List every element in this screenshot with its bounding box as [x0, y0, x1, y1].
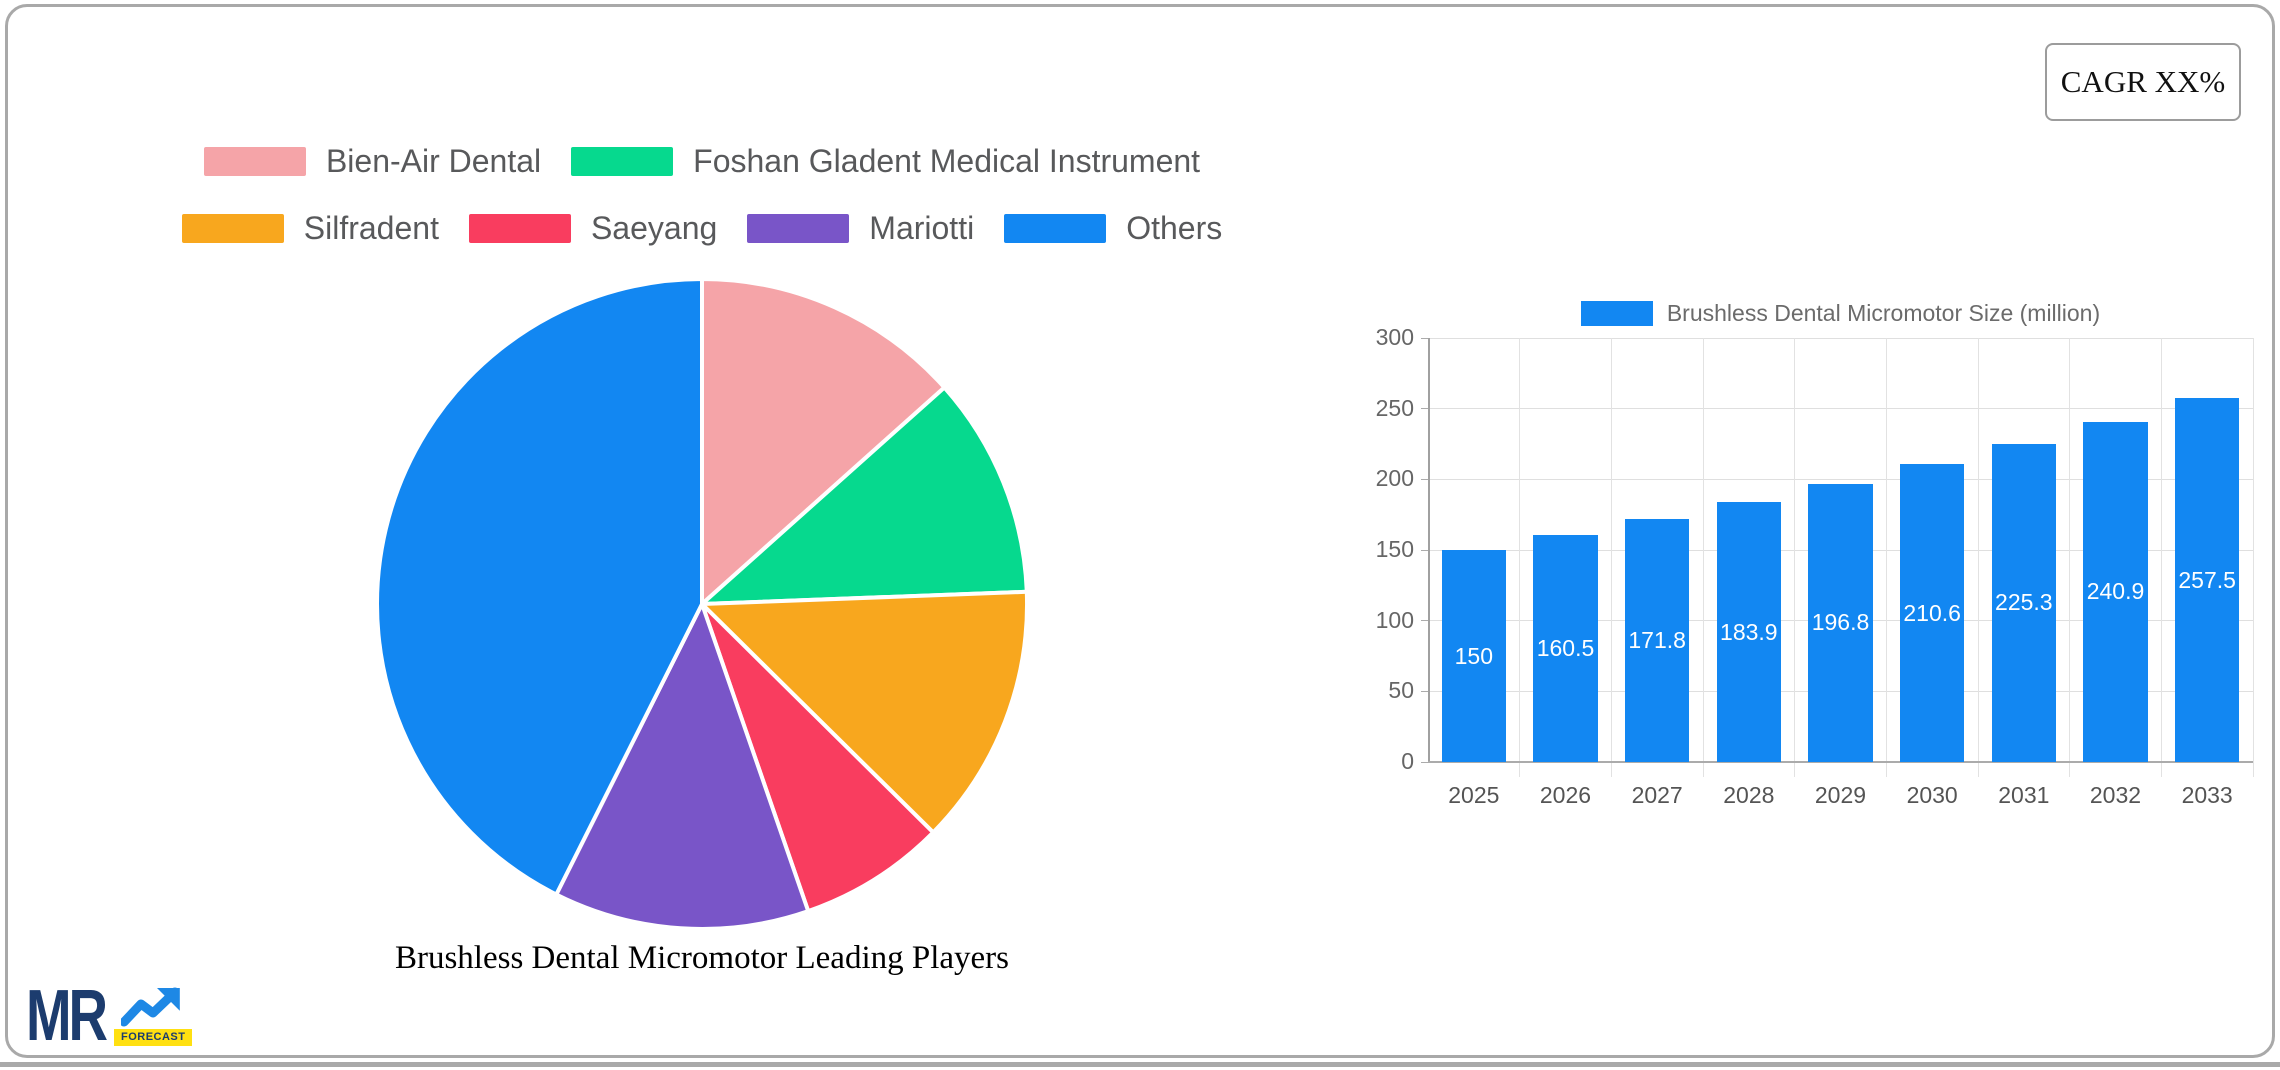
bar-chart-plot: 150 160.5 171.8 183.9 196.8 210.6 225.3 240.9 25… [1421, 337, 2254, 777]
legend-label: Bien-Air Dental [325, 142, 542, 179]
y-axis-tick [1421, 408, 1428, 410]
pie-slice-mariotti[interactable] [554, 602, 811, 931]
y-tick-label: 100 [1375, 606, 1414, 633]
pie-chart-title: Brushless Dental Micromotor Leading Play… [394, 940, 1010, 976]
x-tick-label-2032: 2032 [2089, 781, 2142, 808]
y-axis-tick [1421, 478, 1428, 480]
legend-label: Mariotti [869, 209, 975, 246]
bar-legend-swatch [1580, 300, 1653, 326]
cagr-label: CAGR XX% [2060, 64, 2226, 99]
bar-value-label: 183.9 [1720, 618, 1778, 645]
x-tick-label-2030: 2030 [1906, 781, 1958, 808]
x-tick-label-2026: 2026 [1539, 781, 1592, 808]
bar-2025[interactable]: 150 [1441, 550, 1506, 762]
bar-2026[interactable]: 160.5 [1533, 535, 1598, 762]
bar-2027[interactable]: 171.8 [1625, 519, 1690, 762]
gridline-vertical [1885, 338, 1887, 777]
gridline-vertical [2160, 338, 2162, 777]
legend-item-bien-air-dental[interactable]: Bien-Air Dental [203, 142, 542, 180]
trend-arrow-icon [121, 987, 181, 1027]
pie-slice-foshan-gladent-medical-instrument[interactable] [700, 385, 1029, 606]
bar-2032[interactable]: 240.9 [2083, 421, 2148, 762]
legend-label: Foshan Gladent Medical Instrument [693, 142, 1201, 179]
y-tick-label: 300 [1375, 324, 1414, 350]
bar-2028[interactable]: 183.9 [1716, 502, 1781, 762]
legend-swatch [203, 146, 306, 176]
y-axis-tick [1421, 690, 1428, 692]
gridline-vertical [1702, 338, 1704, 777]
bar-2029[interactable]: 196.8 [1808, 483, 1873, 762]
gridline-vertical [2069, 338, 2071, 777]
y-axis-tick [1421, 761, 1428, 763]
pie-slice-others[interactable] [375, 277, 704, 897]
cagr-badge: CAGR XX% [2045, 43, 2241, 121]
x-tick-label-2028: 2028 [1723, 781, 1775, 808]
bar-value-label: 150 [1454, 642, 1494, 669]
pie-legend-row-2: Silfradent Saeyang Mariotti Others [0, 205, 1404, 251]
bar-2030[interactable]: 210.6 [1900, 464, 1965, 762]
pie-legend: Bien-Air Dental Foshan Gladent Medical I… [0, 138, 1404, 272]
bar-value-label: 225.3 [1995, 589, 2053, 616]
y-tick-label: 250 [1375, 394, 1414, 421]
pie-legend-row-1: Bien-Air Dental Foshan Gladent Medical I… [0, 138, 1404, 184]
pie-slice-silfradent[interactable] [700, 589, 1030, 835]
gridline-vertical [2252, 338, 2254, 777]
logo-mr-text: MR [26, 976, 108, 1056]
x-tick-label-2029: 2029 [1814, 781, 1867, 808]
y-tick-label: 0 [1401, 748, 1414, 774]
x-tick-label-2033: 2033 [2181, 781, 2233, 808]
bottom-divider [0, 1062, 2280, 1067]
legend-swatch [181, 213, 284, 243]
bar-value-label: 257.5 [2178, 566, 2236, 593]
legend-item-foshan-gladent[interactable]: Foshan Gladent Medical Instrument [571, 143, 1200, 180]
y-axis-tick [1421, 337, 1428, 339]
bar-value-label: 240.9 [2086, 578, 2145, 605]
y-axis-tick [1421, 620, 1428, 622]
y-tick-label: 50 [1388, 677, 1414, 704]
gridline-vertical [1519, 338, 1521, 777]
legend-label: Others [1126, 209, 1223, 246]
bar-value-label: 196.8 [1811, 609, 1870, 636]
legend-label: Saeyang [590, 209, 718, 246]
x-tick-label-2027: 2027 [1631, 781, 1683, 808]
bar-2031[interactable]: 225.3 [1991, 443, 2056, 762]
legend-swatch [571, 146, 674, 176]
gridline-vertical [1794, 338, 1796, 777]
legend-swatch [468, 213, 571, 243]
legend-item-silfradent[interactable]: Silfradent [181, 209, 439, 247]
legend-swatch [1004, 213, 1107, 243]
gridline-horizontal [1428, 337, 2253, 339]
gridline-vertical [1610, 338, 1612, 777]
y-tick-label: 150 [1375, 536, 1414, 562]
gridline-vertical [1977, 338, 1979, 777]
x-tick-label-2025: 2025 [1448, 781, 1500, 808]
mr-forecast-logo: MR FORECAST [26, 976, 193, 1056]
gridline-vertical [1427, 338, 1430, 762]
gridline-horizontal [1428, 408, 2253, 410]
legend-swatch [747, 213, 850, 243]
bar-value-label: 160.5 [1536, 635, 1595, 662]
x-axis-baseline [1428, 761, 2253, 763]
x-tick-label-2031: 2031 [1998, 781, 2050, 808]
legend-item-others[interactable]: Others [1004, 210, 1222, 247]
bar-value-label: 171.8 [1628, 627, 1686, 654]
y-tick-label: 200 [1375, 465, 1414, 492]
y-axis-tick [1421, 549, 1428, 551]
bar-2033[interactable]: 257.5 [2175, 398, 2240, 762]
pie-chart [375, 277, 1030, 931]
bar-chart-legend[interactable]: Brushless Dental Micromotor Size (millio… [1428, 296, 2253, 330]
bar-legend-label: Brushless Dental Micromotor Size (millio… [1666, 299, 2101, 326]
pie-slice-saeyang[interactable] [700, 602, 936, 914]
legend-label: Silfradent [303, 209, 439, 246]
pie-slice-bien-air-dental[interactable] [700, 277, 947, 606]
bar-value-label: 210.6 [1903, 599, 1961, 626]
legend-item-saeyang[interactable]: Saeyang [468, 209, 718, 247]
logo-forecast-text: FORECAST [113, 1029, 193, 1046]
gridline-horizontal [1428, 478, 2253, 480]
legend-item-mariotti[interactable]: Mariotti [747, 210, 974, 247]
